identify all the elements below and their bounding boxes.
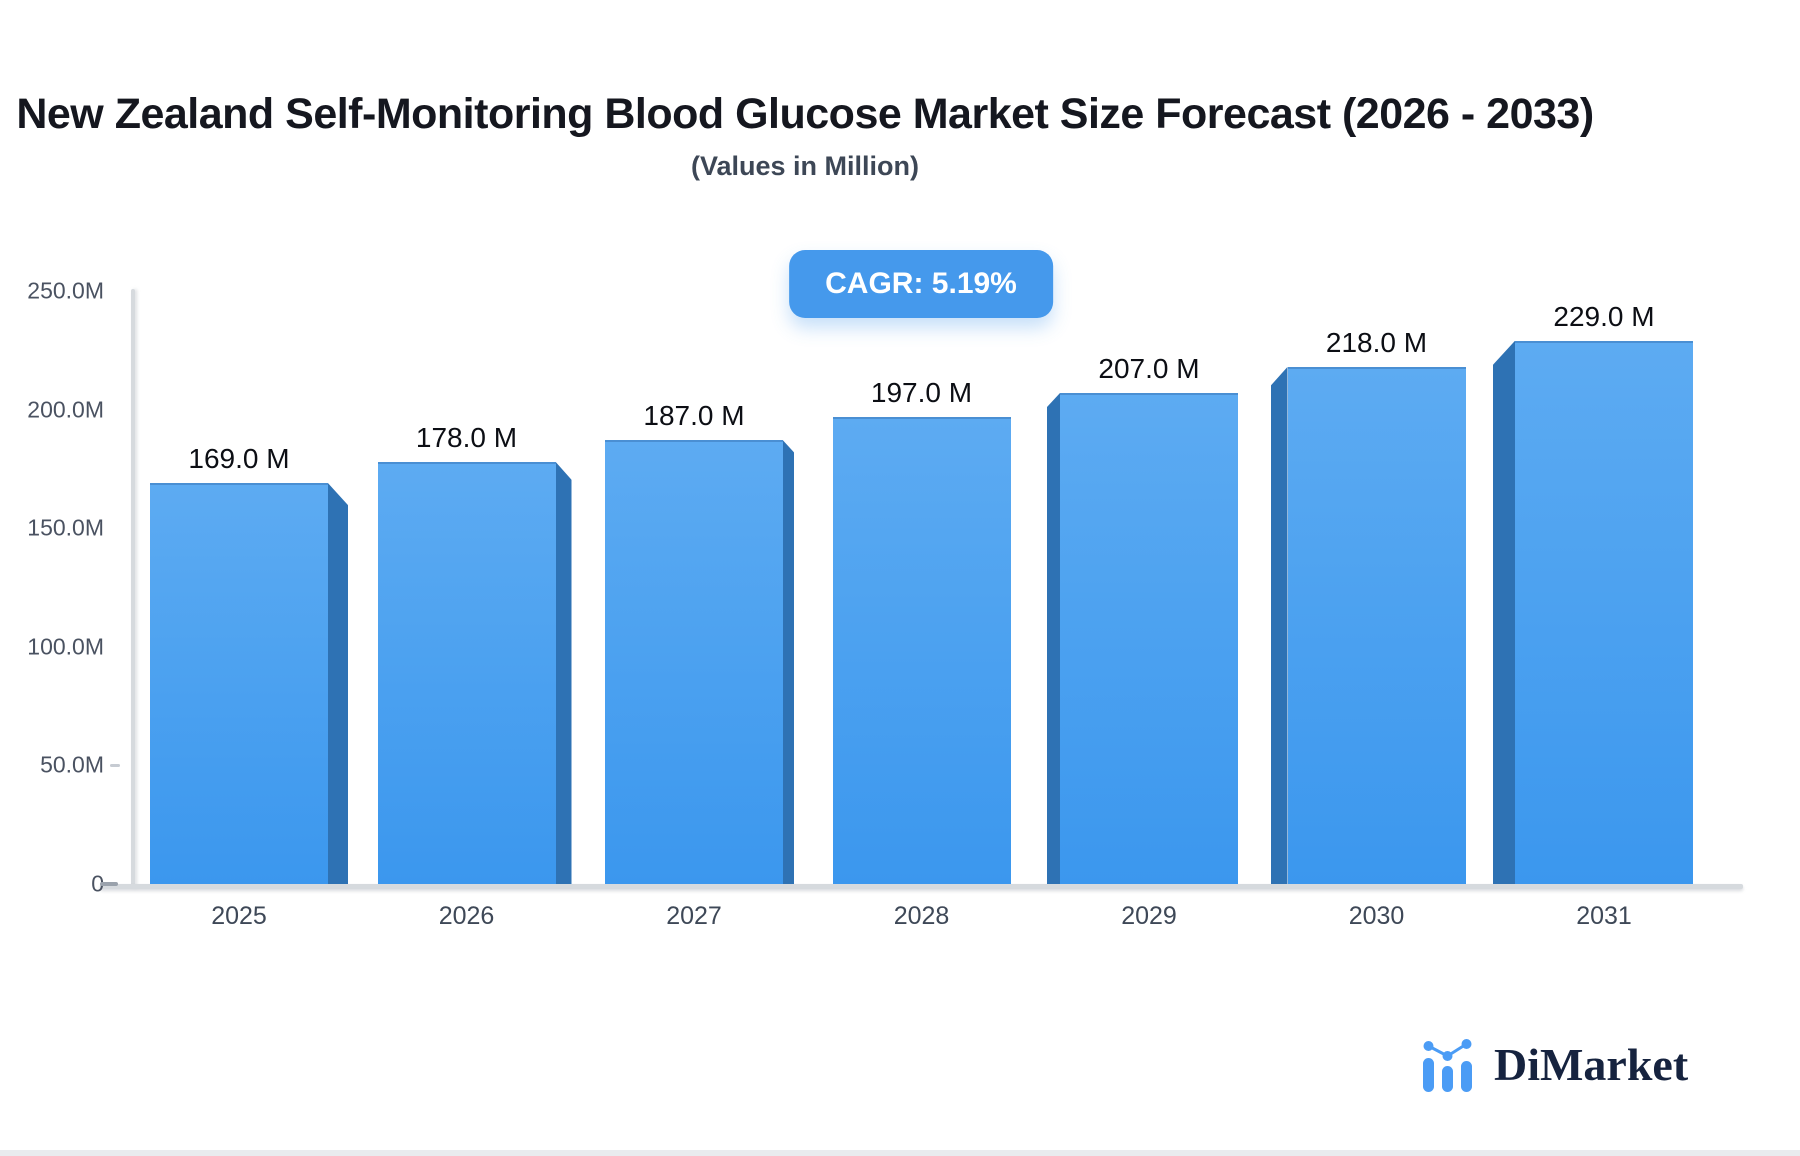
bar-side-2026[interactable] <box>555 461 572 884</box>
bar-value-label-2027: 187.0 M <box>643 400 745 432</box>
y-tick-label: 200.0M <box>27 396 104 423</box>
bar-2030[interactable] <box>1287 366 1466 884</box>
bar-side-2027[interactable] <box>783 440 794 884</box>
y-tick-mark <box>110 764 120 768</box>
x-tick-2029: 2029 <box>1121 902 1177 930</box>
brand-watermark: DiMarket <box>1420 1038 1688 1092</box>
bar-2026[interactable] <box>377 461 556 884</box>
chart-title: New Zealand Self-Monitoring Blood Glucos… <box>16 90 1594 138</box>
bar-2025[interactable] <box>150 483 328 884</box>
x-tick-2030: 2030 <box>1348 902 1405 930</box>
cagr-badge: CAGR: 5.19% <box>789 250 1053 318</box>
chart-subtitle: (Values in Million) <box>690 151 920 181</box>
x-tick-2026: 2026 <box>438 902 495 930</box>
bar-side-2030[interactable] <box>1270 366 1288 884</box>
bar-value-label-2030: 218.0 M <box>1325 326 1428 358</box>
bar-2028[interactable] <box>832 416 1011 884</box>
bar-value-label-2025: 169.0 M <box>188 443 290 475</box>
chart-header: New Zealand Self-Monitoring Blood Glucos… <box>0 90 1610 182</box>
bar-value-label-2028: 197.0 M <box>870 376 973 408</box>
x-tick-2028: 2028 <box>893 902 950 930</box>
y-tick-label: 250.0M <box>27 277 104 304</box>
bar-value-label-2029: 207.0 M <box>1098 352 1200 384</box>
brand-name: DiMarket <box>1494 1039 1689 1090</box>
x-tick-2031: 2031 <box>1576 902 1632 930</box>
bar-side-2029[interactable] <box>1047 392 1060 884</box>
x-axis-line <box>100 884 1743 889</box>
y-axis-line <box>131 289 135 888</box>
window-edge <box>0 1150 1800 1156</box>
y-tick-mark <box>100 882 118 886</box>
bar-2029[interactable] <box>1060 392 1238 884</box>
bar-2027[interactable] <box>605 440 783 884</box>
bar-value-label-2031: 229.0 M <box>1553 300 1655 332</box>
x-tick-2027: 2027 <box>666 902 722 930</box>
y-tick-label: 150.0M <box>27 514 104 541</box>
y-tick-label: 100.0M <box>27 633 104 660</box>
bar-value-label-2026: 178.0 M <box>415 421 518 453</box>
bar-2031[interactable] <box>1515 340 1693 884</box>
y-tick-label: 0 <box>91 870 104 897</box>
bar-side-2031[interactable] <box>1493 340 1515 884</box>
bar-line-chart-icon <box>1423 1039 1472 1092</box>
x-tick-2025: 2025 <box>211 902 267 930</box>
y-tick-label: 50.0M <box>40 751 104 778</box>
bar-side-2025[interactable] <box>328 483 348 884</box>
